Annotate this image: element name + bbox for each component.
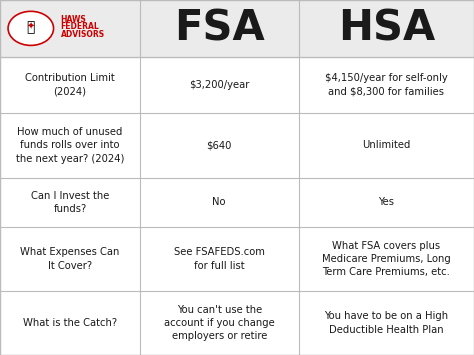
Text: Can I Invest the
funds?: Can I Invest the funds? [31, 191, 109, 214]
Text: ADVISORS: ADVISORS [61, 29, 105, 39]
Text: $4,150/year for self-only
and $8,300 for families: $4,150/year for self-only and $8,300 for… [325, 73, 447, 97]
Text: $640: $640 [207, 141, 232, 151]
Text: How much of unused
funds rolls over into
the next year? (2024): How much of unused funds rolls over into… [16, 127, 124, 164]
Text: What FSA covers plus
Medicare Premiums, Long
Term Care Premiums, etc.: What FSA covers plus Medicare Premiums, … [322, 241, 451, 277]
Text: HAWS: HAWS [61, 15, 86, 24]
Text: 🦅: 🦅 [27, 20, 35, 34]
Text: What is the Catch?: What is the Catch? [23, 318, 117, 328]
Text: No: No [212, 197, 226, 207]
Text: ✦: ✦ [27, 22, 35, 32]
Bar [0, 57, 474, 355]
Text: See FSAFEDS.com
for full list: See FSAFEDS.com for full list [174, 247, 264, 271]
Text: $3,200/year: $3,200/year [189, 80, 249, 90]
Text: Yes: Yes [378, 197, 394, 207]
Text: HSA: HSA [337, 7, 435, 49]
Text: You can't use the
account if you change
employers or retire: You can't use the account if you change … [164, 305, 274, 341]
Text: What Expenses Can
It Cover?: What Expenses Can It Cover? [20, 247, 119, 271]
Circle shape [8, 11, 54, 45]
Text: You have to be on a High
Deductible Health Plan: You have to be on a High Deductible Heal… [324, 311, 448, 334]
Text: Unlimited: Unlimited [362, 141, 410, 151]
Text: Contribution Limit
(2024): Contribution Limit (2024) [25, 73, 115, 97]
Bar [0, 0, 474, 57]
Text: FSA: FSA [174, 7, 264, 49]
Text: FEDERAL: FEDERAL [61, 22, 100, 31]
